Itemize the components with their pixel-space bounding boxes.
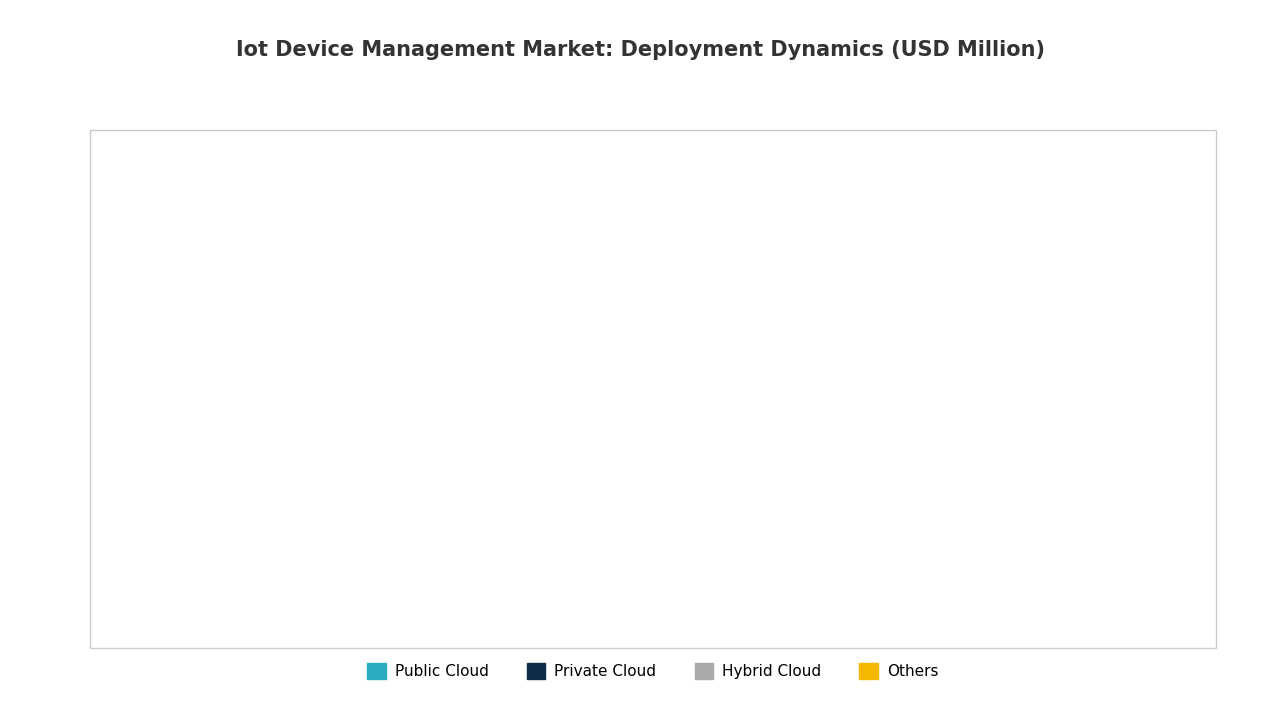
Bar (698, 357, 868, 576)
Text: Iot Device Management Market: Deployment Dynamics (USD Million): Iot Device Management Market: Deployment… (236, 40, 1044, 60)
Bar (877, 407, 1047, 576)
Bar (1057, 422, 1228, 576)
Bar (438, 446, 608, 576)
Legend: Public Cloud, Private Cloud, Hybrid Cloud, Others: Public Cloud, Private Cloud, Hybrid Clou… (361, 657, 945, 685)
Bar (517, 208, 689, 576)
Bar (259, 397, 429, 576)
Bar (78, 258, 248, 576)
Bar (617, 462, 788, 576)
